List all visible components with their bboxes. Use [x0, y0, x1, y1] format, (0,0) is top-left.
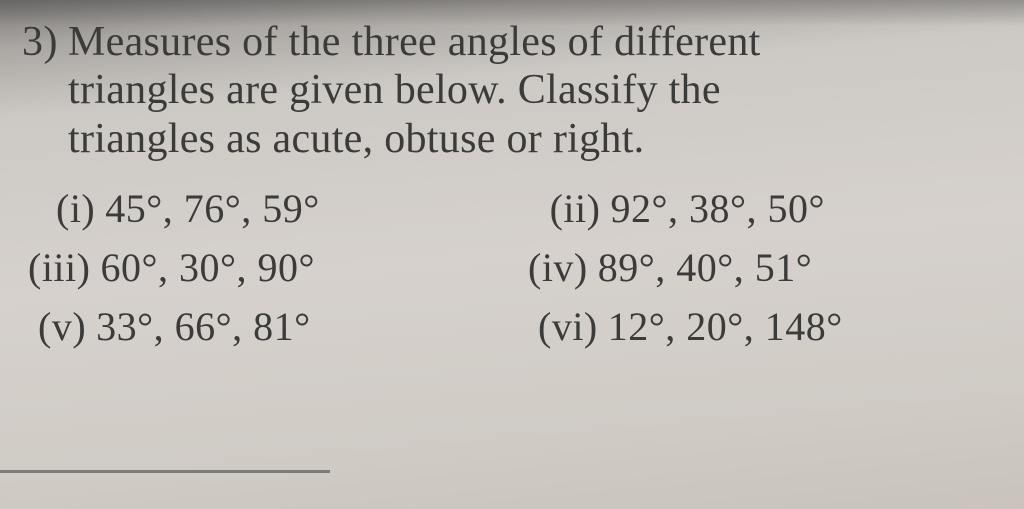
option-v: (v) 33°, 66°, 81° [8, 303, 538, 350]
option-label: (v) [38, 303, 86, 350]
horizontal-rule [0, 470, 330, 473]
option-label: (iv) [528, 244, 588, 291]
option-row: (i) 45°, 76°, 59° (ii) 92°, 38°, 50° [8, 185, 984, 232]
question-line-2: triangles are given below. Classify the [0, 66, 984, 114]
option-label: (ii) [550, 185, 601, 232]
question-text-1: Measures of the three angles of differen… [68, 18, 761, 66]
option-label: (i) [56, 185, 95, 232]
option-iii: (iii) 60°, 30°, 90° [8, 244, 528, 291]
page-container: 3) Measures of the three angles of diffe… [0, 0, 1024, 509]
question-text-2: triangles are given below. Classify the [68, 66, 721, 114]
option-row: (iii) 60°, 30°, 90° (iv) 89°, 40°, 51° [8, 244, 984, 291]
option-value: 89°, 40°, 51° [598, 244, 813, 291]
option-ii: (ii) 92°, 38°, 50° [550, 185, 984, 232]
option-label: (iii) [28, 244, 90, 291]
option-label: (vi) [538, 303, 598, 350]
option-i: (i) 45°, 76°, 59° [8, 185, 550, 232]
option-value: 60°, 30°, 90° [100, 244, 315, 291]
question-text-3: triangles as acute, obtuse or right. [68, 115, 644, 163]
options-grid: (i) 45°, 76°, 59° (ii) 92°, 38°, 50° (ii… [8, 185, 984, 350]
option-value: 33°, 66°, 81° [96, 303, 311, 350]
option-iv: (iv) 89°, 40°, 51° [528, 244, 968, 291]
option-row: (v) 33°, 66°, 81° (vi) 12°, 20°, 148° [8, 303, 984, 350]
question-line-3: triangles as acute, obtuse or right. [0, 115, 984, 163]
option-value: 12°, 20°, 148° [608, 303, 843, 350]
question-number: 3) [0, 18, 68, 66]
option-value: 92°, 38°, 50° [610, 185, 825, 232]
option-value: 45°, 76°, 59° [105, 185, 320, 232]
option-vi: (vi) 12°, 20°, 148° [538, 303, 978, 350]
question-line-1: 3) Measures of the three angles of diffe… [0, 18, 984, 66]
